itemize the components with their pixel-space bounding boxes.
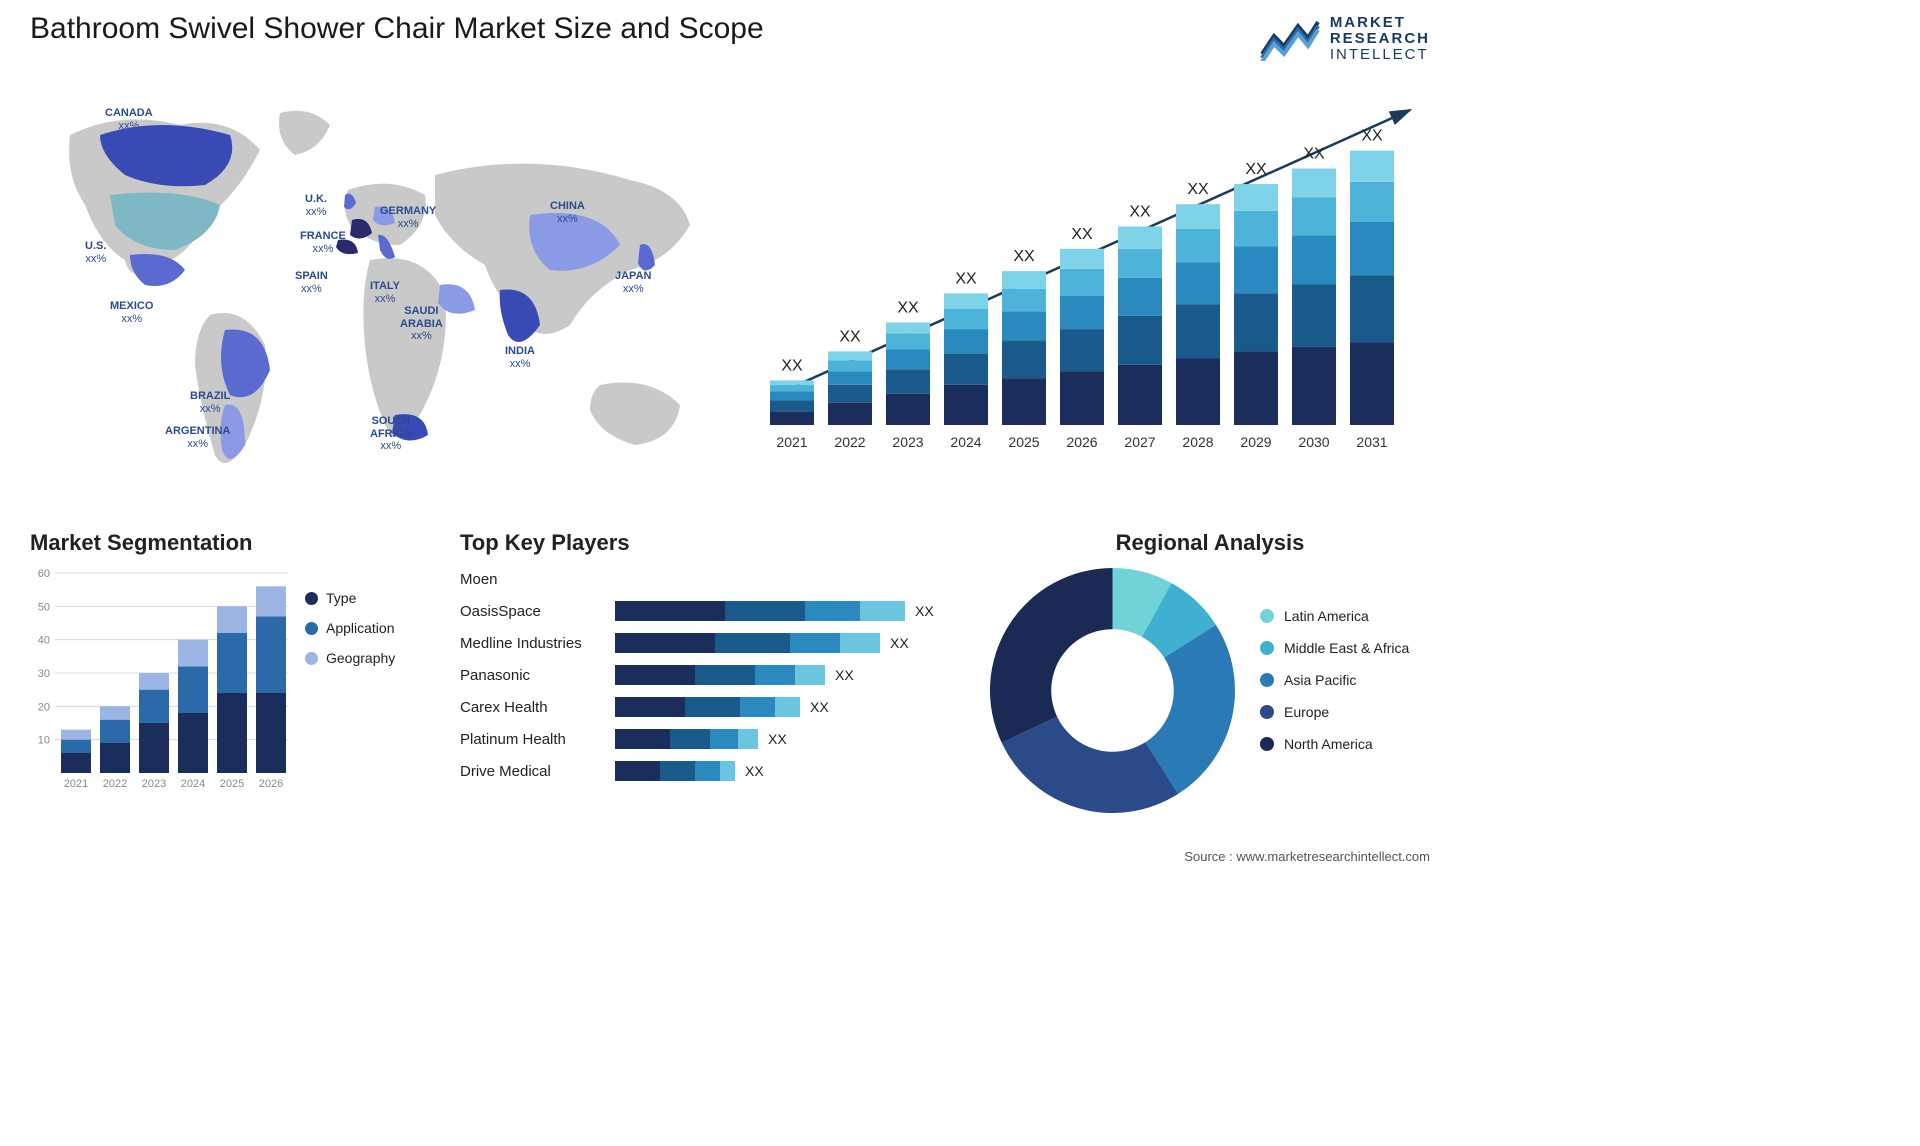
svg-text:2023: 2023 bbox=[892, 434, 923, 450]
svg-text:XX: XX bbox=[839, 328, 861, 345]
player-row: Drive MedicalXX bbox=[460, 760, 960, 782]
svg-text:2029: 2029 bbox=[1240, 434, 1271, 450]
logo-mark-icon bbox=[1260, 16, 1320, 61]
svg-text:XX: XX bbox=[1187, 181, 1209, 198]
svg-text:2024: 2024 bbox=[950, 434, 981, 450]
svg-text:2030: 2030 bbox=[1298, 434, 1329, 450]
svg-text:XX: XX bbox=[1013, 248, 1035, 265]
svg-text:XX: XX bbox=[897, 299, 919, 316]
svg-text:XX: XX bbox=[1361, 128, 1383, 145]
segmentation-panel: Market Segmentation 10 20 30 40 50 60 2021 2022… bbox=[30, 530, 430, 830]
svg-text:2021: 2021 bbox=[64, 778, 88, 790]
map-country-label: CANADAxx% bbox=[105, 107, 153, 132]
svg-text:2025: 2025 bbox=[220, 778, 244, 790]
growth-chart: XX 2021 XX 2022 XX 2023 XX 2024 XX 2025 XX 2026 XX 20… bbox=[750, 95, 1430, 495]
svg-text:2026: 2026 bbox=[259, 778, 283, 790]
map-country-label: ARGENTINAxx% bbox=[165, 425, 230, 450]
player-row: OasisSpaceXX bbox=[460, 600, 960, 622]
map-country-label: CHINAxx% bbox=[550, 200, 585, 225]
svg-text:60: 60 bbox=[38, 568, 50, 580]
svg-text:2028: 2028 bbox=[1182, 434, 1213, 450]
world-map: CANADAxx% U.S.xx% MEXICOxx% BRAZILxx% ARGENT… bbox=[30, 95, 730, 495]
svg-text:2026: 2026 bbox=[1066, 434, 1097, 450]
svg-text:50: 50 bbox=[38, 601, 50, 613]
svg-text:XX: XX bbox=[1071, 226, 1093, 243]
legend-item: Application bbox=[305, 620, 395, 636]
player-row: PanasonicXX bbox=[460, 664, 960, 686]
regional-panel: Regional Analysis Latin America Middle Ea… bbox=[990, 530, 1430, 830]
legend-item: North America bbox=[1260, 736, 1409, 752]
map-country-label: U.K.xx% bbox=[305, 193, 327, 218]
map-country-label: U.S.xx% bbox=[85, 240, 106, 265]
map-country-label: GERMANYxx% bbox=[380, 205, 436, 230]
legend-item: Geography bbox=[305, 650, 395, 666]
svg-text:2027: 2027 bbox=[1124, 434, 1155, 450]
svg-text:20: 20 bbox=[38, 701, 50, 713]
legend-item: Type bbox=[305, 590, 395, 606]
svg-text:2024: 2024 bbox=[181, 778, 205, 790]
svg-text:2022: 2022 bbox=[103, 778, 127, 790]
key-players-panel: Top Key Players Moen OasisSpaceXX Medline … bbox=[460, 530, 960, 830]
map-country-label: JAPANxx% bbox=[615, 270, 651, 295]
svg-text:2031: 2031 bbox=[1356, 434, 1387, 450]
svg-text:2022: 2022 bbox=[834, 434, 865, 450]
svg-text:XX: XX bbox=[1129, 203, 1151, 220]
svg-text:XX: XX bbox=[955, 270, 977, 287]
logo-text: MARKET RESEARCH INTELLECT bbox=[1330, 15, 1430, 62]
map-country-label: ITALYxx% bbox=[370, 280, 400, 305]
page-title: Bathroom Swivel Shower Chair Market Size… bbox=[30, 12, 764, 46]
map-country-label: MEXICOxx% bbox=[110, 300, 153, 325]
map-country-label: SAUDIARABIAxx% bbox=[400, 305, 443, 343]
svg-text:XX: XX bbox=[781, 357, 803, 374]
segmentation-title: Market Segmentation bbox=[30, 530, 430, 556]
segmentation-legend: Type Application Geography bbox=[305, 590, 395, 680]
svg-text:30: 30 bbox=[38, 668, 50, 680]
player-row: Platinum HealthXX bbox=[460, 728, 960, 750]
map-country-label: SPAINxx% bbox=[295, 270, 328, 295]
player-row: Medline IndustriesXX bbox=[460, 632, 960, 654]
svg-text:2021: 2021 bbox=[776, 434, 807, 450]
svg-text:10: 10 bbox=[38, 735, 50, 747]
regional-legend: Latin America Middle East & Africa Asia Pa… bbox=[1260, 608, 1409, 813]
svg-text:XX: XX bbox=[1245, 161, 1267, 178]
svg-text:2023: 2023 bbox=[142, 778, 166, 790]
legend-item: Europe bbox=[1260, 704, 1409, 720]
svg-text:XX: XX bbox=[1303, 145, 1325, 162]
legend-item: Middle East & Africa bbox=[1260, 640, 1409, 656]
legend-item: Latin America bbox=[1260, 608, 1409, 624]
map-country-label: SOUTHAFRICAxx% bbox=[370, 415, 412, 453]
brand-logo: MARKET RESEARCH INTELLECT bbox=[1260, 15, 1430, 62]
map-country-label: INDIAxx% bbox=[505, 345, 535, 370]
segmentation-chart: 10 20 30 40 50 60 2021 2022 2023 2024 2025 2026 bbox=[30, 568, 290, 793]
source-attribution: Source : www.marketresearchintellect.com bbox=[1184, 849, 1430, 864]
player-row: Moen bbox=[460, 568, 960, 590]
legend-item: Asia Pacific bbox=[1260, 672, 1409, 688]
key-players-title: Top Key Players bbox=[460, 530, 960, 556]
svg-text:2025: 2025 bbox=[1008, 434, 1039, 450]
player-row: Carex HealthXX bbox=[460, 696, 960, 718]
regional-donut bbox=[990, 568, 1235, 813]
svg-text:40: 40 bbox=[38, 635, 50, 647]
map-country-label: BRAZILxx% bbox=[190, 390, 230, 415]
map-country-label: FRANCExx% bbox=[300, 230, 346, 255]
regional-title: Regional Analysis bbox=[990, 530, 1430, 556]
